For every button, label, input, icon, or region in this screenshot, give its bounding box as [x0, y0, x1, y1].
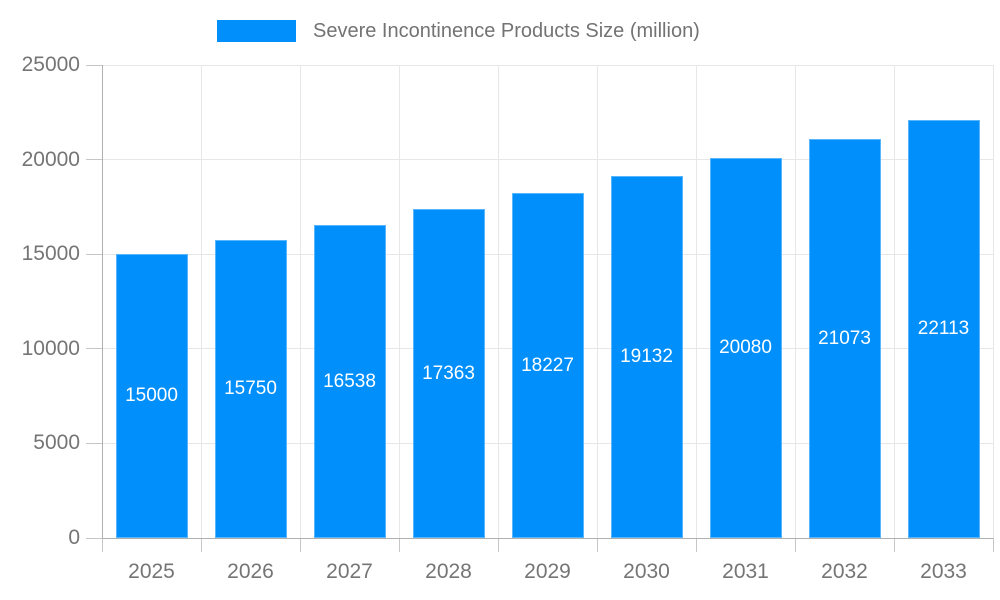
x-axis-tick — [101, 538, 103, 552]
grid-line-vertical — [299, 65, 301, 538]
y-axis-line — [101, 65, 103, 538]
bar: 21073 — [808, 139, 881, 538]
y-axis-tick — [86, 64, 102, 66]
bar-value-label: 15000 — [125, 385, 178, 407]
bar-value-label: 18227 — [521, 354, 574, 376]
x-axis-tick — [695, 538, 697, 552]
y-axis-label: 15000 — [21, 242, 80, 266]
x-axis-tick — [398, 538, 400, 552]
bar: 17363 — [412, 209, 485, 538]
legend[interactable]: Severe Incontinence Products Size (milli… — [217, 18, 700, 44]
x-axis-label: 2031 — [722, 560, 769, 583]
x-axis-label: 2033 — [920, 560, 967, 583]
bar: 15000 — [115, 254, 188, 538]
y-axis-tick — [86, 348, 102, 350]
x-axis-label: 2028 — [425, 560, 472, 583]
bar-value-label: 22113 — [917, 317, 970, 339]
bar-value-label: 15750 — [224, 377, 277, 399]
x-axis-label: 2030 — [623, 560, 670, 583]
y-axis-tick — [86, 537, 102, 539]
y-axis-tick — [86, 253, 102, 255]
grid-line-vertical — [794, 65, 796, 538]
bar: 16538 — [313, 225, 386, 538]
legend-label: Severe Incontinence Products Size (milli… — [313, 20, 700, 42]
legend-swatch — [217, 20, 296, 42]
bar: 22113 — [907, 119, 980, 538]
grid-line-vertical — [200, 65, 202, 538]
x-axis-tick — [596, 538, 598, 552]
grid-line-vertical — [695, 65, 697, 538]
grid-line-vertical — [398, 65, 400, 538]
grid-line-vertical — [497, 65, 499, 538]
y-axis-tick — [86, 159, 102, 161]
grid-line-horizontal — [102, 159, 993, 161]
grid-line-vertical — [596, 65, 598, 538]
grid-line-vertical — [893, 65, 895, 538]
x-axis-tick — [497, 538, 499, 552]
bar-value-label: 19132 — [620, 346, 673, 367]
y-axis-label: 5000 — [33, 431, 80, 455]
grid-line-vertical — [992, 65, 994, 538]
y-axis-label: 10000 — [21, 336, 80, 360]
bar: 20080 — [709, 158, 782, 538]
bar-value-label: 16538 — [323, 370, 376, 392]
bar-value-label: 21073 — [818, 327, 871, 349]
bar: 18227 — [511, 193, 584, 538]
x-axis-label: 2026 — [227, 560, 274, 583]
x-axis-line — [102, 537, 993, 539]
x-axis-tick — [992, 538, 994, 552]
y-axis-label: 25000 — [21, 53, 80, 76]
bar: 15750 — [214, 240, 287, 538]
grid-line-horizontal — [102, 64, 993, 66]
bar: 19132 — [610, 176, 683, 538]
x-axis-label: 2029 — [524, 560, 571, 583]
x-axis-tick — [299, 538, 301, 552]
y-axis-label: 20000 — [21, 147, 80, 171]
x-axis-label: 2027 — [326, 560, 373, 583]
bar-value-label: 17363 — [422, 362, 475, 384]
x-axis-label: 2025 — [128, 560, 175, 583]
x-axis-tick — [893, 538, 895, 552]
y-axis-label: 0 — [68, 526, 80, 549]
x-axis-label: 2032 — [821, 560, 868, 583]
x-axis-tick — [794, 538, 796, 552]
y-axis-tick — [86, 442, 102, 444]
bar-value-label: 20080 — [719, 337, 772, 359]
x-axis-tick — [200, 538, 202, 552]
